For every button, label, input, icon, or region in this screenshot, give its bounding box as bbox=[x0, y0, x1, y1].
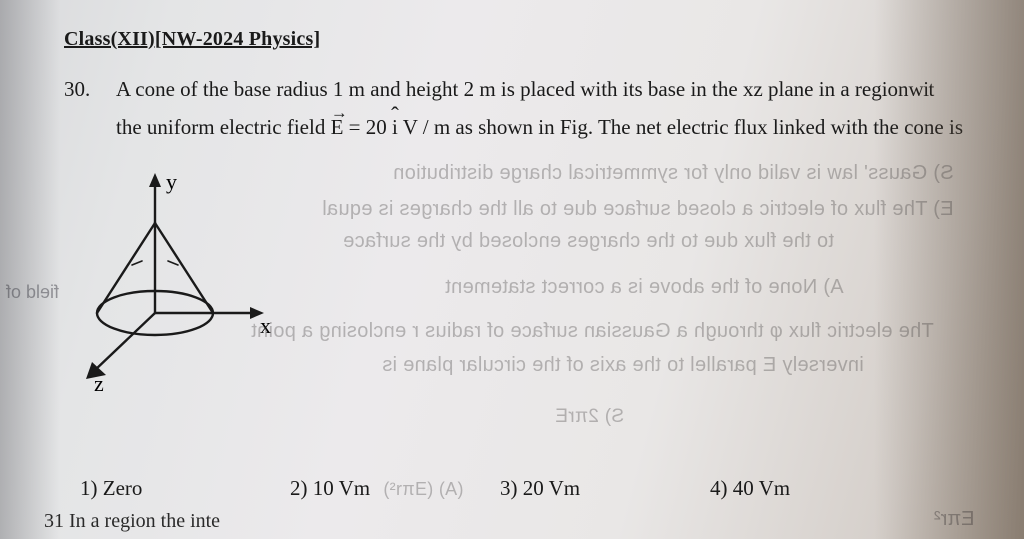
vector-e: E bbox=[331, 110, 344, 144]
option-2-label: 2) 10 Vm bbox=[290, 476, 370, 500]
question-line2-tail: is bbox=[949, 115, 963, 139]
option-3: 3) 20 Vm bbox=[500, 476, 710, 501]
question-text: A cone of the base radius 1 m and height… bbox=[116, 73, 980, 143]
question-block: 30. A cone of the base radius 1 m and he… bbox=[64, 73, 980, 143]
ghost-bottom-right: Eπr² bbox=[934, 508, 974, 531]
cone-svg: y x z bbox=[60, 165, 280, 395]
axis-z-label: z bbox=[94, 371, 104, 395]
option-1: 1) Zero bbox=[80, 476, 290, 501]
axis-x-label: x bbox=[260, 313, 271, 338]
ghost-left: field of bbox=[6, 282, 59, 303]
question-number: 30. bbox=[64, 73, 98, 106]
cone-figure: y x z bbox=[60, 165, 980, 400]
ghost-opt2: (A) (Eπr²) bbox=[383, 479, 463, 499]
options-row: 1) Zero 2) 10 Vm (A) (Eπr²) 3) 20 Vm 4) … bbox=[80, 476, 984, 501]
option-2: 2) 10 Vm (A) (Eπr²) bbox=[290, 476, 500, 501]
ghost-opt-small: S) 2πrE bbox=[555, 406, 624, 428]
header-title: Class(XII)[NW-2024 Physics] bbox=[64, 28, 980, 51]
i-hat: i bbox=[392, 111, 398, 144]
left-vignette bbox=[0, 0, 60, 539]
page-root: Class(XII)[NW-2024 Physics] 30. A cone o… bbox=[0, 0, 1024, 539]
question-line1: A cone of the base radius 1 m and height… bbox=[116, 77, 909, 101]
question-line1-tail: wit bbox=[909, 77, 934, 101]
question-line2b: V / m as shown in Fig. The net electric … bbox=[398, 115, 944, 139]
question-line2a: the uniform electric field bbox=[116, 115, 331, 139]
axis-y-label: y bbox=[166, 169, 177, 194]
next-question-cut: 31 In a region the inte bbox=[44, 510, 220, 533]
field-eq: = 20 bbox=[343, 115, 386, 139]
option-4: 4) 40 Vm bbox=[710, 476, 830, 501]
